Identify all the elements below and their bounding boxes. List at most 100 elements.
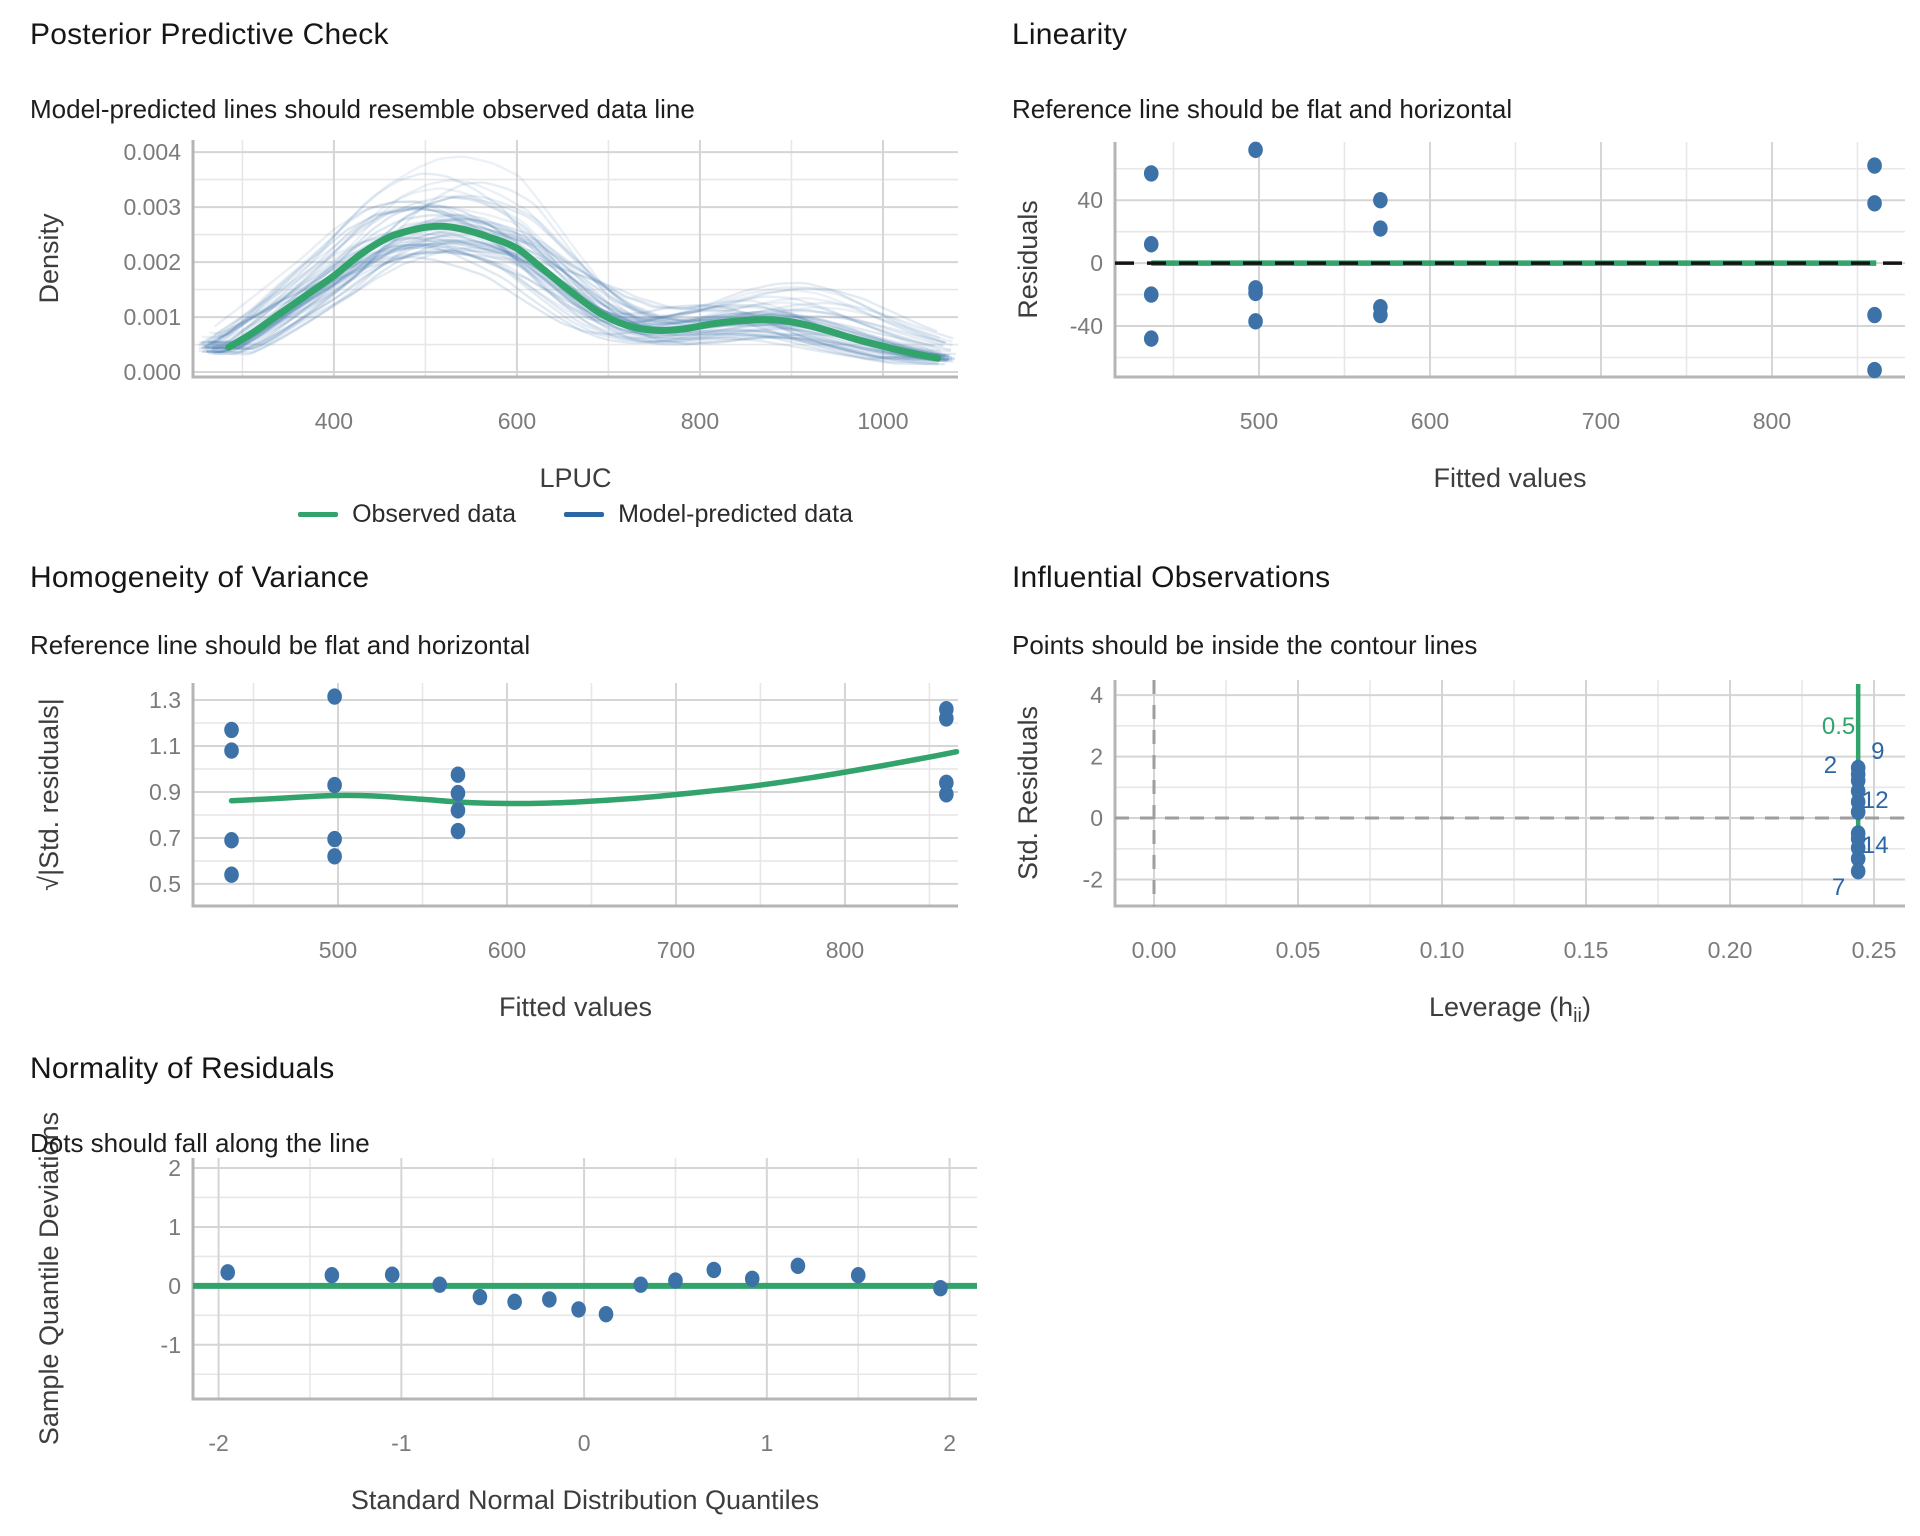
smooth-reference-curve [228, 748, 960, 807]
svg-text:600: 600 [1411, 408, 1449, 434]
svg-text:40: 40 [1077, 187, 1103, 213]
data-point [939, 774, 954, 791]
observed-data-density-line [225, 222, 942, 362]
influential-plot-area: 0.5 9 2 12 14 7 0.5 [1115, 680, 1905, 932]
x-axis-label: Fitted values [499, 992, 652, 1022]
ppc-tick-labels: 400 600 800 1000 0.000 0.001 0.002 0.003 0.004 [123, 139, 908, 434]
svg-text:0.5: 0.5 [149, 871, 181, 897]
linearity-axes [1113, 142, 1905, 379]
svg-text:0: 0 [1090, 805, 1103, 831]
data-point [224, 742, 239, 759]
svg-text:1.1: 1.1 [149, 733, 181, 759]
svg-text:0.15: 0.15 [1564, 937, 1609, 963]
point-label-14: 14 [1862, 832, 1889, 859]
svg-text:0.10: 0.10 [1420, 937, 1465, 963]
linearity-panel: 500 600 700 800 -40 0 40 Fitted values Residuals [1013, 141, 1905, 493]
svg-text:2: 2 [1090, 744, 1103, 770]
svg-text:0.001: 0.001 [123, 304, 181, 330]
influential-data-points [1850, 759, 1866, 880]
svg-text:0.25: 0.25 [1852, 937, 1897, 963]
x-axis-label: LPUC [539, 463, 611, 493]
panel-title-linearity: Linearity [1012, 18, 1128, 51]
data-point [939, 710, 954, 727]
data-point [1373, 191, 1388, 209]
svg-text:700: 700 [1582, 408, 1620, 434]
panel-subtitle-normality-of-residuals: Dots should fall along the line [30, 1128, 370, 1158]
data-point [1867, 195, 1882, 212]
data-point [450, 822, 466, 840]
linearity-plot-area [1115, 141, 1905, 379]
data-point [327, 776, 342, 794]
svg-text:400: 400 [315, 408, 353, 434]
y-axis-label: Density [34, 213, 64, 304]
data-point [633, 1276, 649, 1293]
point-label-12: 12 [1862, 787, 1889, 814]
svg-text:2: 2 [168, 1155, 181, 1181]
data-point [1143, 165, 1159, 182]
qq-tick-labels: -2 -1 0 1 2 -1 0 1 2 [161, 1155, 956, 1456]
svg-text:4: 4 [1090, 682, 1103, 708]
data-point [324, 1267, 340, 1284]
svg-text:600: 600 [488, 937, 526, 963]
data-point [1143, 286, 1159, 303]
svg-text:1: 1 [168, 1214, 181, 1240]
qq-data-points [220, 1257, 948, 1323]
svg-text:800: 800 [1753, 408, 1791, 434]
influential-axes [1113, 680, 1905, 908]
svg-text:800: 800 [681, 408, 719, 434]
svg-text:500: 500 [319, 937, 357, 963]
panel-subtitle-influential-observations: Points should be inside the contour line… [1012, 630, 1478, 660]
data-point [1248, 284, 1263, 302]
data-point [1373, 306, 1388, 324]
svg-text:1000: 1000 [857, 408, 908, 434]
panel-subtitle-linearity: Reference line should be flat and horizo… [1012, 94, 1513, 124]
legend-item-observed-data: Observed data [298, 500, 516, 529]
y-axis-label: Residuals [1013, 200, 1043, 319]
svg-text:0: 0 [168, 1273, 181, 1299]
qq-plot-area [193, 1257, 977, 1323]
influential-gridlines [1115, 680, 1905, 906]
ppc-axis-titles: LPUC Density [34, 213, 612, 493]
data-point [542, 1291, 557, 1308]
point-label-0.5: 0.5 [1827, 905, 1860, 932]
svg-text:0.20: 0.20 [1708, 937, 1753, 963]
svg-text:0.000: 0.000 [123, 359, 181, 385]
point-label-7: 7 [1832, 874, 1845, 901]
svg-text:1.3: 1.3 [149, 687, 181, 713]
data-point [450, 802, 466, 819]
homogeneity-data-points [224, 688, 954, 883]
ppc-axes [191, 140, 958, 379]
data-point [327, 688, 342, 705]
data-point [224, 866, 239, 883]
x-axis-label: Standard Normal Distribution Quantiles [351, 1485, 819, 1515]
data-point [1143, 330, 1159, 347]
data-point [790, 1257, 806, 1275]
homogeneity-tick-labels: 500 600 700 800 0.5 0.7 0.9 1.1 1.3 [149, 687, 864, 963]
ppc-legend: Observed data Model-predicted data [193, 500, 958, 529]
data-point [450, 766, 466, 783]
observed-data-line-swatch [298, 512, 339, 517]
svg-text:-1: -1 [391, 1430, 411, 1456]
panel-title-normality-of-residuals: Normality of Residuals [30, 1052, 335, 1085]
svg-text:0.9: 0.9 [149, 779, 181, 805]
data-point [224, 721, 239, 739]
model-predicted-data-line-swatch [564, 512, 605, 517]
linearity-gridlines [1115, 142, 1905, 377]
legend-label-observed-data: Observed data [352, 500, 517, 528]
svg-text:1: 1 [760, 1430, 773, 1456]
point-label-0.5: 0.5 [1822, 713, 1855, 740]
data-point [224, 832, 239, 849]
data-point [1373, 220, 1388, 237]
svg-text:0.004: 0.004 [123, 139, 181, 165]
svg-text:800: 800 [826, 937, 864, 963]
panel-title-influential-observations: Influential Observations [1012, 561, 1331, 594]
svg-text:0.00: 0.00 [1132, 937, 1177, 963]
svg-text:0.003: 0.003 [123, 194, 181, 220]
panel-title-posterior-predictive-check: Posterior Predictive Check [30, 18, 389, 51]
data-point [384, 1266, 400, 1283]
data-point [450, 784, 466, 802]
linearity-tick-labels: 500 600 700 800 -40 0 40 [1070, 187, 1791, 434]
